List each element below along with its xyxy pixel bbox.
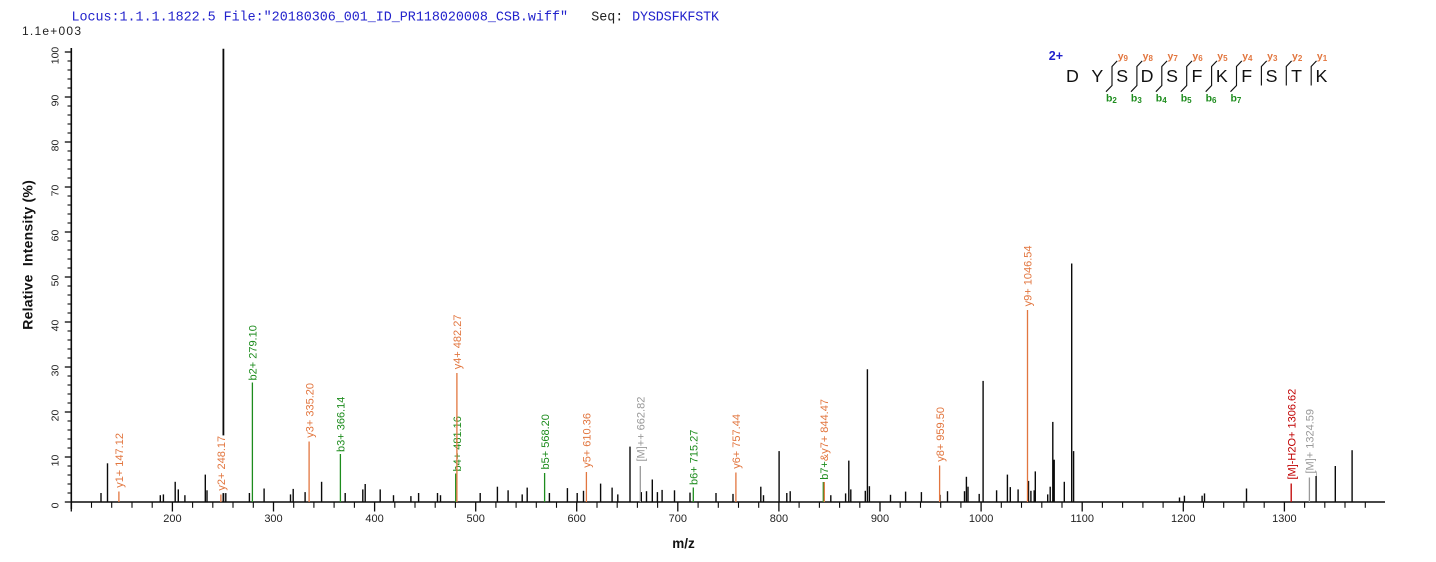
svg-text:b5+ 568.20: b5+ 568.20 <box>540 414 552 469</box>
svg-text:D: D <box>1066 66 1079 86</box>
svg-text:y4+ 482.27: y4+ 482.27 <box>452 315 464 370</box>
svg-text:y1+ 147.12: y1+ 147.12 <box>114 433 126 488</box>
svg-text:y6: y6 <box>1192 51 1203 64</box>
svg-text:200: 200 <box>163 513 181 525</box>
svg-text:b3: b3 <box>1131 93 1142 106</box>
svg-text:70: 70 <box>50 185 62 197</box>
svg-text:400: 400 <box>365 513 383 525</box>
svg-text:Locus:1.1.1.1822.5 File:"20180: Locus:1.1.1.1822.5 File:"20180306_001_ID… <box>72 11 569 26</box>
svg-text:S: S <box>1166 66 1178 86</box>
svg-text:y9+ 1046.54: y9+ 1046.54 <box>1023 245 1035 306</box>
svg-text:b2: b2 <box>1106 93 1117 106</box>
svg-text:100: 100 <box>50 47 62 65</box>
svg-text:b4+ 481.16: b4+ 481.16 <box>452 416 464 471</box>
svg-text:b7+&y7+ 844.47: b7+&y7+ 844.47 <box>819 399 831 480</box>
svg-text:y3: y3 <box>1267 51 1278 64</box>
svg-text:b3+ 366.14: b3+ 366.14 <box>336 397 348 452</box>
svg-text:b4: b4 <box>1156 93 1167 106</box>
svg-text:300: 300 <box>264 513 282 525</box>
svg-text:30: 30 <box>50 365 62 377</box>
svg-text:500: 500 <box>467 513 485 525</box>
svg-text:K: K <box>1216 66 1228 86</box>
svg-text:60: 60 <box>50 230 62 242</box>
svg-text:[M]-H2O+ 1306.62: [M]-H2O+ 1306.62 <box>1286 389 1298 480</box>
svg-text:y4: y4 <box>1242 51 1253 64</box>
svg-text:b5: b5 <box>1181 93 1192 106</box>
svg-text:600: 600 <box>568 513 586 525</box>
svg-text:m/z: m/z <box>672 536 695 551</box>
svg-text:[M]++ 662.82: [M]++ 662.82 <box>636 397 648 462</box>
svg-text:900: 900 <box>871 513 889 525</box>
svg-text:F: F <box>1241 66 1252 86</box>
svg-text:Relative Intensity (%): Relative Intensity (%) <box>20 180 36 330</box>
svg-text:T: T <box>1291 66 1302 86</box>
svg-text:b6+ 715.27: b6+ 715.27 <box>689 430 701 485</box>
svg-text:2+: 2+ <box>1049 49 1063 63</box>
svg-text:[M]+ 1324.59: [M]+ 1324.59 <box>1305 409 1317 474</box>
svg-text:800: 800 <box>770 513 788 525</box>
svg-text:0: 0 <box>50 502 62 508</box>
svg-text:F: F <box>1191 66 1202 86</box>
svg-text:y2: y2 <box>1292 51 1303 64</box>
svg-text:y5+ 610.36: y5+ 610.36 <box>582 413 594 468</box>
svg-text:700: 700 <box>669 513 687 525</box>
svg-text:K: K <box>1315 66 1327 86</box>
svg-text:S: S <box>1116 66 1128 86</box>
svg-text:y6+ 757.44: y6+ 757.44 <box>731 414 743 469</box>
svg-text:1.1e+003: 1.1e+003 <box>22 24 81 38</box>
svg-text:y8: y8 <box>1143 51 1154 64</box>
svg-text:40: 40 <box>50 320 62 332</box>
svg-text:1200: 1200 <box>1171 513 1195 525</box>
svg-text:DYSDSFKFSTK: DYSDSFKFSTK <box>632 11 720 26</box>
svg-text:y3+ 335.20: y3+ 335.20 <box>304 383 316 438</box>
svg-text:y9: y9 <box>1118 51 1129 64</box>
svg-text:80: 80 <box>50 140 62 152</box>
svg-text:1300: 1300 <box>1272 513 1296 525</box>
svg-text:10: 10 <box>50 455 62 467</box>
svg-text:b6: b6 <box>1206 93 1217 106</box>
svg-text:Seq:: Seq: <box>591 11 623 26</box>
svg-text:y7: y7 <box>1168 51 1179 64</box>
svg-text:1100: 1100 <box>1070 513 1094 525</box>
svg-text:D: D <box>1141 66 1154 86</box>
svg-text:1000: 1000 <box>969 513 993 525</box>
svg-text:Y: Y <box>1091 66 1103 86</box>
svg-text:y2+ 248.17: y2+ 248.17 <box>216 436 228 491</box>
svg-text:y1: y1 <box>1317 51 1328 64</box>
svg-text:20: 20 <box>50 410 62 422</box>
svg-text:y8+ 959.50: y8+ 959.50 <box>935 407 947 462</box>
svg-text:90: 90 <box>50 95 62 107</box>
svg-text:S: S <box>1266 66 1278 86</box>
svg-text:b2+ 279.10: b2+ 279.10 <box>248 325 260 380</box>
svg-text:50: 50 <box>50 275 62 287</box>
svg-text:y5: y5 <box>1217 51 1228 64</box>
svg-text:b7: b7 <box>1231 93 1242 106</box>
